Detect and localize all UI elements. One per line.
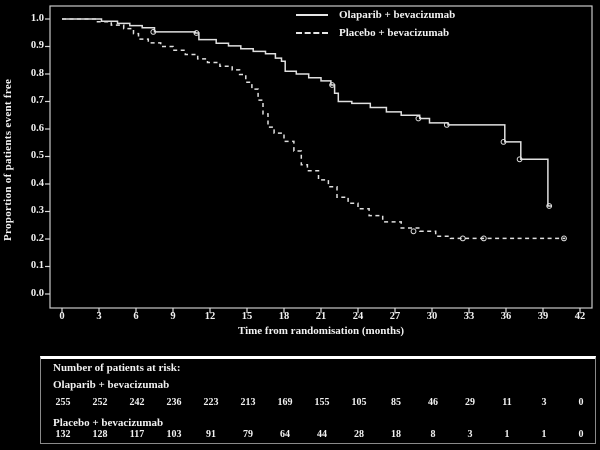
censor-mark (415, 115, 422, 122)
plot-border (49, 5, 593, 309)
censor-mark (410, 228, 417, 235)
censor-mark (193, 30, 200, 36)
at-risk-count: 252 (92, 397, 108, 408)
y-tick-label: 1.0 (30, 12, 44, 24)
at-risk-count: 128 (92, 429, 108, 440)
at-risk-count: 1 (504, 429, 510, 440)
x-tick-label: 18 (278, 311, 290, 322)
x-tick-label: 33 (463, 311, 475, 322)
y-tick-label: 0.4 (30, 177, 44, 189)
censor-mark (500, 139, 507, 145)
at-risk-count: 117 (129, 429, 145, 440)
censor-mark (516, 156, 523, 163)
legend-item-olaparib: Olaparib + bevacizumab (296, 7, 455, 22)
at-risk-count: 3 (467, 429, 473, 440)
censor-mark (329, 82, 336, 88)
risk-table-title: Number of patients at risk: (53, 362, 181, 374)
at-risk-count: 169 (277, 397, 293, 408)
at-risk-count: 29 (465, 397, 475, 408)
at-risk-count: 0 (578, 429, 584, 440)
censor-mark (480, 235, 487, 242)
at-risk-count: 236 (166, 397, 182, 408)
censor-mark (546, 203, 553, 209)
x-tick-label: 0 (59, 311, 65, 322)
y-tick-label: 0.7 (30, 95, 44, 106)
censor-mark (561, 235, 567, 242)
at-risk-count: 18 (391, 429, 401, 440)
at-risk-count: 213 (240, 397, 256, 408)
legend-label: Placebo + bevacizumab (339, 26, 450, 39)
y-tick-label: 0.2 (30, 232, 44, 244)
x-tick-label: 12 (204, 311, 216, 322)
at-risk-count: 44 (317, 429, 327, 440)
x-tick-label: 9 (170, 311, 176, 322)
km-curve-dashed (62, 18, 566, 240)
at-risk-count: 64 (280, 429, 290, 440)
x-tick-label: 15 (241, 311, 253, 322)
number-at-risk-table: Number of patients at risk: Olaparib + b… (40, 356, 596, 444)
x-tick-label: 42 (574, 311, 586, 322)
at-risk-count: 223 (203, 397, 219, 408)
risk-row-label-olaparib: Olaparib + bevacizumab (53, 379, 170, 391)
at-risk-count: 8 (430, 429, 436, 440)
censor-mark (150, 29, 157, 35)
y-tick-label: 0.5 (30, 150, 44, 161)
at-risk-count: 132 (55, 429, 71, 440)
at-risk-count: 242 (129, 397, 145, 408)
km-curve-solid (62, 18, 552, 207)
y-tick-label: 0.6 (30, 122, 44, 134)
censor-mark (443, 122, 450, 128)
dashed-line-sample (296, 31, 328, 34)
risk-row-label-placebo: Placebo + bevacizumab (53, 417, 164, 429)
legend: Olaparib + bevacizumab Placebo + bevaciz… (296, 7, 455, 40)
at-risk-count: 255 (55, 397, 71, 408)
x-tick-label: 36 (500, 311, 512, 322)
at-risk-count: 0 (578, 397, 584, 408)
x-tick-label: 21 (315, 311, 327, 322)
x-tick-label: 30 (426, 311, 438, 322)
legend-item-placebo: Placebo + bevacizumab (296, 25, 455, 40)
censor-mark (459, 235, 466, 242)
at-risk-count: 105 (351, 397, 367, 408)
at-risk-count: 3 (541, 397, 547, 408)
x-tick-label: 39 (537, 311, 549, 322)
at-risk-count: 85 (391, 397, 401, 408)
y-tick-label: 0.0 (30, 287, 44, 299)
at-risk-count: 155 (314, 397, 330, 408)
y-tick-label: 0.1 (30, 260, 44, 271)
x-tick-label: 24 (352, 311, 364, 322)
at-risk-count: 11 (502, 397, 512, 408)
km-plot-canvas (45, 5, 593, 313)
solid-line-sample (296, 13, 328, 16)
x-tick-label: 27 (389, 311, 401, 322)
at-risk-count: 1 (541, 429, 547, 440)
at-risk-count: 79 (243, 429, 253, 440)
x-axis-title: Time from randomisation (months) (237, 325, 405, 337)
y-tick-label: 0.8 (30, 67, 44, 79)
y-tick-label: 0.3 (30, 205, 44, 216)
at-risk-count: 91 (206, 429, 216, 440)
legend-label: Olaparib + bevacizumab (339, 8, 456, 21)
at-risk-count: 28 (354, 429, 364, 440)
y-tick-label: 0.9 (30, 40, 44, 51)
x-tick-label: 6 (133, 311, 139, 322)
at-risk-count: 103 (166, 429, 182, 440)
at-risk-count: 46 (428, 397, 438, 408)
x-tick-label: 3 (96, 311, 102, 322)
